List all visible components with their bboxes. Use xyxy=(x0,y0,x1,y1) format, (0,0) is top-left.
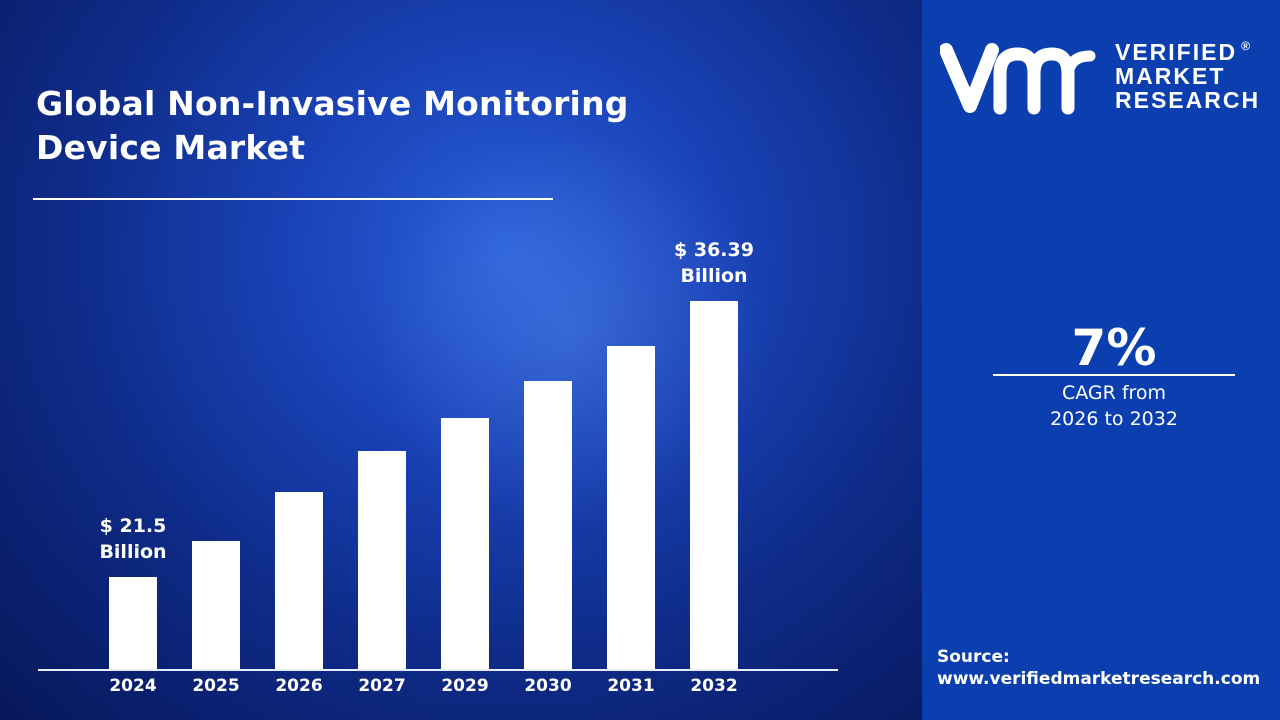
brand-line-1-row: VERIFIED ® xyxy=(1115,40,1260,64)
x-tick-label: 2027 xyxy=(358,676,406,696)
bar-2030 xyxy=(524,380,572,669)
x-tick-label: 2029 xyxy=(441,676,489,696)
brand-line-3: RESEARCH xyxy=(1115,87,1261,113)
data-label-2032: $ 36.39 Billion xyxy=(664,237,764,289)
data-label-value: $ 36.39 xyxy=(674,239,754,262)
brand-logo: VERIFIED ® MARKET RESEARCH xyxy=(939,38,1258,122)
cagr-divider xyxy=(993,374,1235,376)
bar-2026 xyxy=(275,491,323,669)
x-tick-label: 2026 xyxy=(275,676,323,696)
source: Source: www.verifiedmarketresearch.com xyxy=(937,646,1260,690)
bar-2029 xyxy=(441,418,489,669)
bar-2032 xyxy=(690,301,738,669)
x-tick-label: 2025 xyxy=(192,676,240,696)
bar-2031 xyxy=(607,345,655,669)
brand-line-2: MARKET xyxy=(1115,63,1226,89)
x-tick-label: 2032 xyxy=(690,676,738,696)
vmr-logo-icon xyxy=(939,43,1096,115)
sidebar-panel xyxy=(922,0,1280,720)
brand-line-1: VERIFIED xyxy=(1115,39,1238,65)
cagr-label-line-2: 2026 to 2032 xyxy=(1050,408,1178,430)
title-divider xyxy=(33,198,553,200)
bar-2024 xyxy=(109,577,157,669)
data-label-value: $ 21.5 xyxy=(99,515,167,538)
source-url: www.verifiedmarketresearch.com xyxy=(937,669,1261,689)
data-label-2024: $ 21.5 Billion xyxy=(83,513,183,565)
data-label-unit: Billion xyxy=(680,265,748,288)
x-tick-label: 2031 xyxy=(607,676,655,696)
cagr-label-line-1: CAGR from xyxy=(1061,382,1167,404)
x-tick-label: 2024 xyxy=(109,676,157,696)
chart-title: Global Non-Invasive Monitoring Device Ma… xyxy=(36,82,629,170)
registered-mark: ® xyxy=(1241,39,1250,53)
brand-name: VERIFIED ® MARKET RESEARCH xyxy=(1115,40,1260,112)
x-axis-line xyxy=(38,669,838,671)
cagr-label: CAGR from 2026 to 2032 xyxy=(993,380,1235,432)
title-line-2: Device Market xyxy=(36,128,306,167)
title-line-1: Global Non-Invasive Monitoring xyxy=(36,84,629,123)
source-label: Source: xyxy=(937,647,1010,667)
x-tick-label: 2030 xyxy=(524,676,572,696)
bar-2025 xyxy=(192,540,240,669)
bar-2027 xyxy=(358,451,406,669)
cagr-value: 7% xyxy=(1071,319,1157,377)
data-label-unit: Billion xyxy=(99,541,167,564)
